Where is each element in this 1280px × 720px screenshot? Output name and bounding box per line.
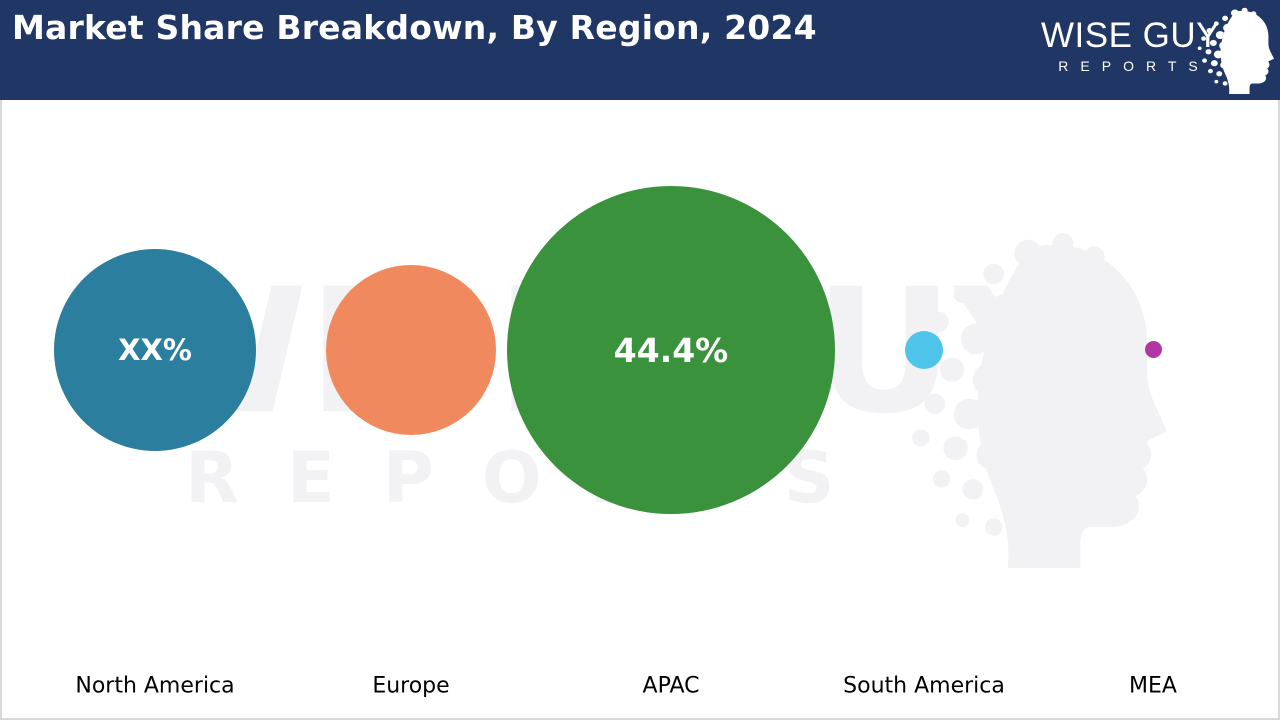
dotted-head-watermark-icon bbox=[855, 226, 1167, 568]
bubble-north-america: XX% bbox=[54, 249, 256, 451]
brand-subname: REPORTS bbox=[1058, 58, 1210, 74]
bubble-apac: 44.4% bbox=[507, 186, 835, 514]
category-label-north-america: North America bbox=[75, 673, 235, 699]
page-title: Market Share Breakdown, By Region, 2024 bbox=[12, 8, 817, 47]
brand-name: WISE GUY bbox=[1041, 16, 1221, 55]
brand-logo: WISE GUY REPORTS bbox=[1041, 16, 1221, 75]
bubble-value-label: XX% bbox=[118, 333, 192, 367]
bubble-europe bbox=[326, 265, 496, 435]
category-label-europe: Europe bbox=[372, 673, 450, 699]
category-label-south-america: South America bbox=[843, 673, 1005, 699]
bubble-mea bbox=[1144, 340, 1162, 358]
bubble-chart: WISE GUY REPORTS XX%North AmericaEurope4… bbox=[0, 100, 1280, 720]
category-label-mea: MEA bbox=[1129, 673, 1177, 699]
dotted-head-logo-icon bbox=[1186, 6, 1274, 94]
category-label-apac: APAC bbox=[642, 673, 700, 699]
header-bar: Market Share Breakdown, By Region, 2024 … bbox=[0, 0, 1280, 100]
bubble-south-america bbox=[905, 331, 943, 369]
bubble-value-label: 44.4% bbox=[613, 330, 729, 370]
